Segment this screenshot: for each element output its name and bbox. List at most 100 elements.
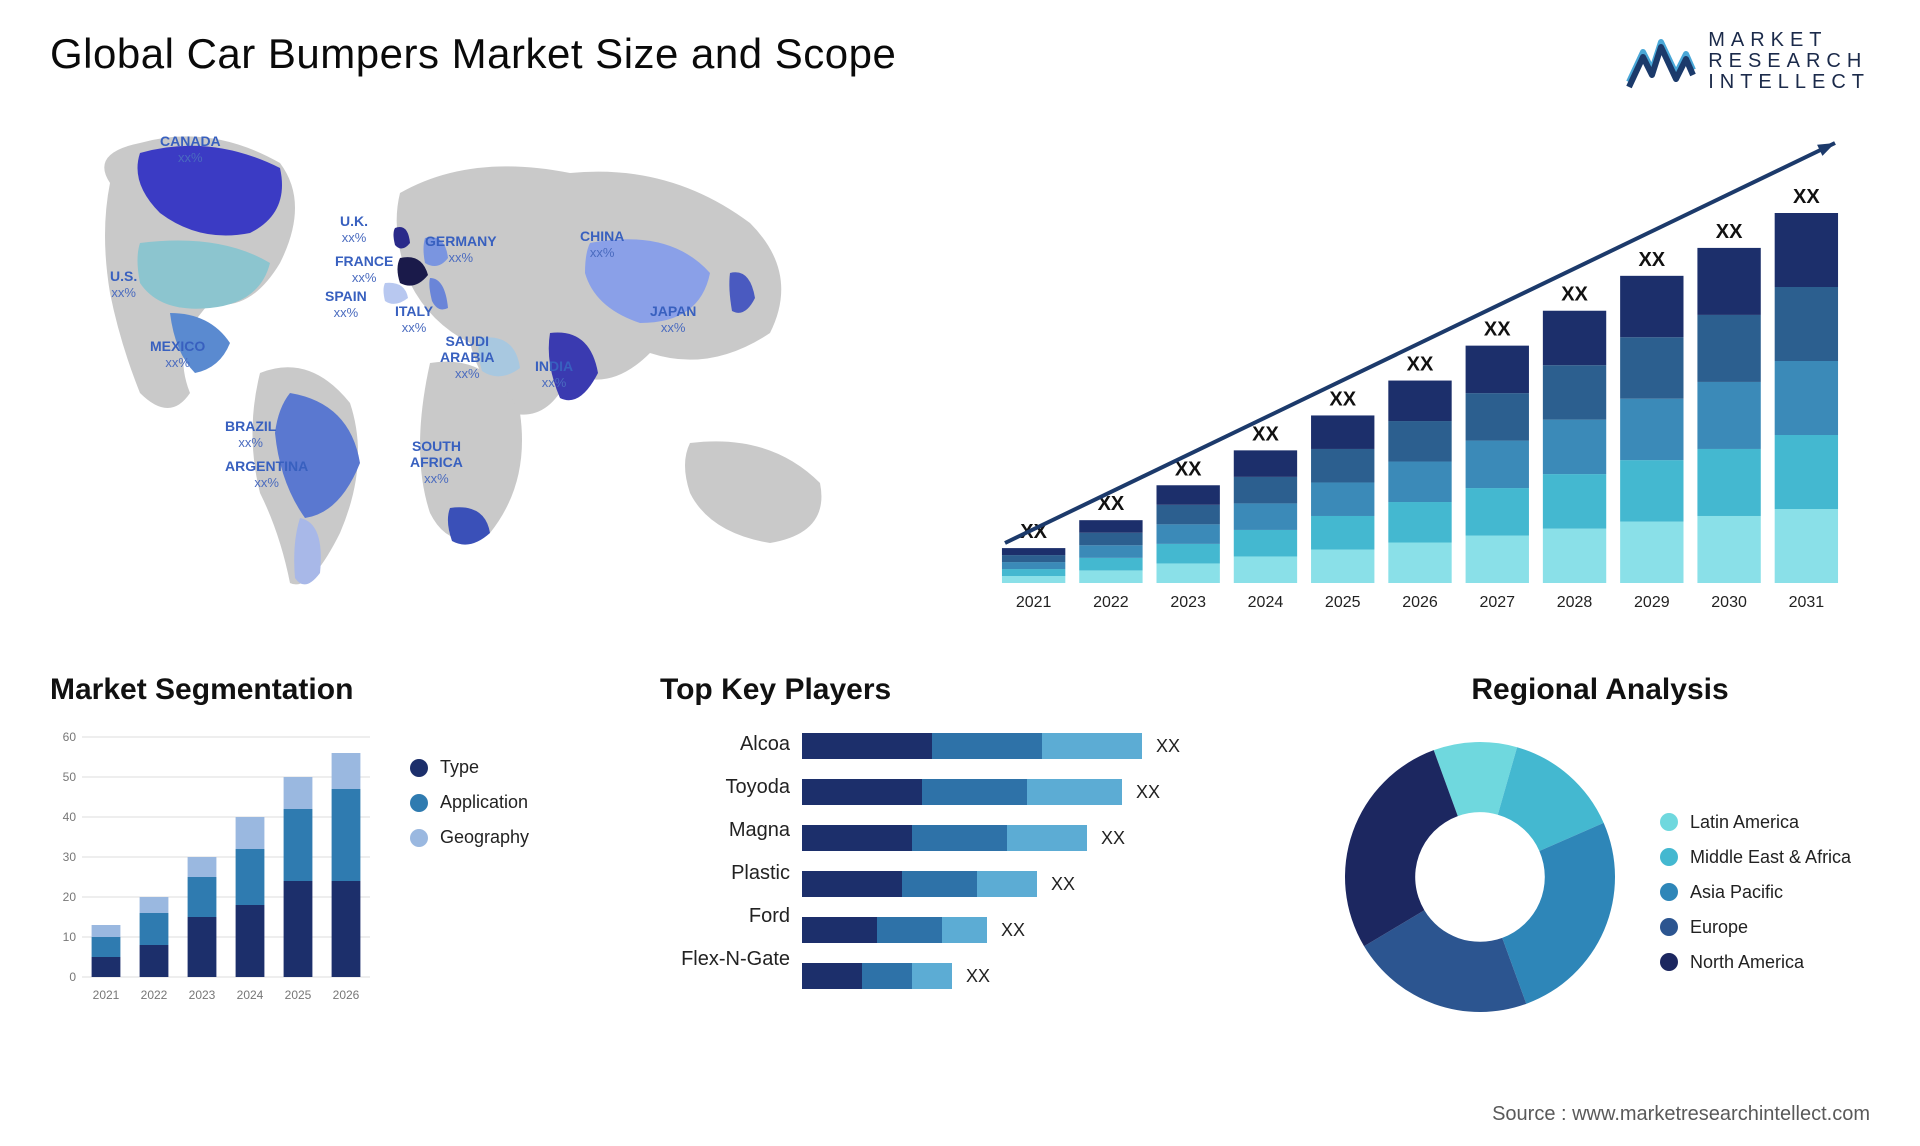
svg-text:2024: 2024 bbox=[1248, 594, 1284, 611]
player-labels: AlcoaToyodaMagnaPlasticFordFlex-N-Gate bbox=[660, 727, 790, 989]
player-bar-segment bbox=[802, 963, 862, 989]
player-bar-segment bbox=[802, 871, 902, 897]
player-bar bbox=[802, 963, 952, 989]
donut-chart-svg bbox=[1330, 727, 1630, 1027]
map-label-china: CHINAxx% bbox=[580, 228, 624, 261]
logo-text-2: RESEARCH bbox=[1708, 51, 1870, 72]
svg-text:XX: XX bbox=[1561, 284, 1588, 306]
player-bar-segment bbox=[862, 963, 912, 989]
svg-text:XX: XX bbox=[1484, 319, 1511, 341]
svg-text:0: 0 bbox=[69, 970, 76, 984]
seg-legend-geography: Geography bbox=[410, 827, 529, 848]
svg-text:40: 40 bbox=[63, 810, 77, 824]
svg-text:2024: 2024 bbox=[237, 988, 264, 1002]
legend-label: Asia Pacific bbox=[1690, 882, 1783, 903]
player-bar-row: XX bbox=[802, 779, 1280, 805]
map-label-argentina: ARGENTINAxx% bbox=[225, 458, 308, 491]
svg-text:XX: XX bbox=[1716, 221, 1743, 243]
player-bar bbox=[802, 871, 1037, 897]
legend-label: North America bbox=[1690, 952, 1804, 973]
players-title: Top Key Players bbox=[660, 673, 1280, 707]
logo-text-1: MARKET bbox=[1708, 30, 1870, 51]
svg-text:2025: 2025 bbox=[285, 988, 312, 1002]
svg-text:XX: XX bbox=[1638, 249, 1665, 271]
player-bar-segment bbox=[912, 825, 1007, 851]
player-bar-segment bbox=[932, 733, 1042, 759]
player-bar-segment bbox=[802, 917, 877, 943]
player-bar-row: XX bbox=[802, 963, 1280, 989]
regional-legend-europe: Europe bbox=[1660, 917, 1851, 938]
growth-chart-panel: XX2021XX2022XX2023XX2024XX2025XX2026XX20… bbox=[960, 113, 1870, 633]
player-value: XX bbox=[1001, 920, 1025, 941]
legend-label: Type bbox=[440, 757, 479, 778]
svg-text:2023: 2023 bbox=[189, 988, 216, 1002]
legend-dot-icon bbox=[1660, 918, 1678, 936]
svg-text:60: 60 bbox=[63, 730, 77, 744]
legend-dot-icon bbox=[1660, 953, 1678, 971]
player-bar-row: XX bbox=[802, 733, 1280, 759]
legend-label: Application bbox=[440, 792, 528, 813]
player-label-ford: Ford bbox=[660, 905, 790, 928]
seg-legend-application: Application bbox=[410, 792, 529, 813]
svg-text:XX: XX bbox=[1793, 186, 1820, 208]
map-label-japan: JAPANxx% bbox=[650, 303, 696, 336]
player-label-plastic: Plastic bbox=[660, 862, 790, 885]
svg-text:2021: 2021 bbox=[1016, 594, 1052, 611]
svg-text:2022: 2022 bbox=[141, 988, 168, 1002]
legend-dot-icon bbox=[410, 794, 428, 812]
svg-text:2030: 2030 bbox=[1711, 594, 1747, 611]
player-bar bbox=[802, 779, 1122, 805]
seg-legend-type: Type bbox=[410, 757, 529, 778]
player-bar-segment bbox=[877, 917, 942, 943]
player-bar-segment bbox=[802, 733, 932, 759]
legend-dot-icon bbox=[1660, 883, 1678, 901]
world-map-panel: CANADAxx% U.S.xx% MEXICOxx% BRAZILxx% ARGENT… bbox=[50, 113, 920, 633]
svg-text:20: 20 bbox=[63, 890, 77, 904]
svg-text:2029: 2029 bbox=[1634, 594, 1670, 611]
player-bar-row: XX bbox=[802, 825, 1280, 851]
player-bar-segment bbox=[1007, 825, 1087, 851]
player-bar-row: XX bbox=[802, 871, 1280, 897]
player-bar-segment bbox=[802, 825, 912, 851]
player-bar-segment bbox=[922, 779, 1027, 805]
regional-legend-latin-america: Latin America bbox=[1660, 812, 1851, 833]
regional-legend: Latin AmericaMiddle East & AfricaAsia Pa… bbox=[1660, 812, 1851, 973]
player-bar bbox=[802, 825, 1087, 851]
player-value: XX bbox=[1156, 736, 1180, 757]
legend-label: Europe bbox=[1690, 917, 1748, 938]
player-bar-row: XX bbox=[802, 917, 1280, 943]
map-label-u-s-: U.S.xx% bbox=[110, 268, 137, 301]
svg-text:XX: XX bbox=[1407, 354, 1434, 376]
player-bar-segment bbox=[802, 779, 922, 805]
legend-label: Geography bbox=[440, 827, 529, 848]
source-text: Source : www.marketresearchintellect.com bbox=[1492, 1103, 1870, 1126]
player-bar-segment bbox=[902, 871, 977, 897]
regional-title: Regional Analysis bbox=[1330, 673, 1870, 707]
map-label-u-k-: U.K.xx% bbox=[340, 213, 368, 246]
regional-legend-north-america: North America bbox=[1660, 952, 1851, 973]
player-bar-segment bbox=[912, 963, 952, 989]
legend-dot-icon bbox=[1660, 848, 1678, 866]
player-bar-segment bbox=[977, 871, 1037, 897]
svg-text:XX: XX bbox=[1252, 423, 1279, 445]
svg-text:XX: XX bbox=[1329, 388, 1356, 410]
segmentation-title: Market Segmentation bbox=[50, 673, 610, 707]
legend-dot-icon bbox=[410, 829, 428, 847]
logo-text-3: INTELLECT bbox=[1708, 72, 1870, 93]
growth-chart-svg: XX2021XX2022XX2023XX2024XX2025XX2026XX20… bbox=[960, 113, 1870, 633]
map-label-canada: CANADAxx% bbox=[160, 133, 221, 166]
map-label-brazil: BRAZILxx% bbox=[225, 418, 276, 451]
map-label-south-africa: SOUTHAFRICAxx% bbox=[410, 438, 463, 487]
map-label-france: FRANCExx% bbox=[335, 253, 393, 286]
svg-text:2026: 2026 bbox=[333, 988, 360, 1002]
svg-text:50: 50 bbox=[63, 770, 77, 784]
logo-mark-icon bbox=[1626, 32, 1696, 92]
svg-text:2022: 2022 bbox=[1093, 594, 1129, 611]
svg-text:2028: 2028 bbox=[1557, 594, 1593, 611]
player-bar bbox=[802, 917, 987, 943]
map-label-mexico: MEXICOxx% bbox=[150, 338, 205, 371]
svg-text:2031: 2031 bbox=[1789, 594, 1825, 611]
legend-label: Latin America bbox=[1690, 812, 1799, 833]
segmentation-chart-svg: 0102030405060202120222023202420252026 bbox=[50, 727, 380, 1007]
page-title: Global Car Bumpers Market Size and Scope bbox=[50, 30, 896, 78]
